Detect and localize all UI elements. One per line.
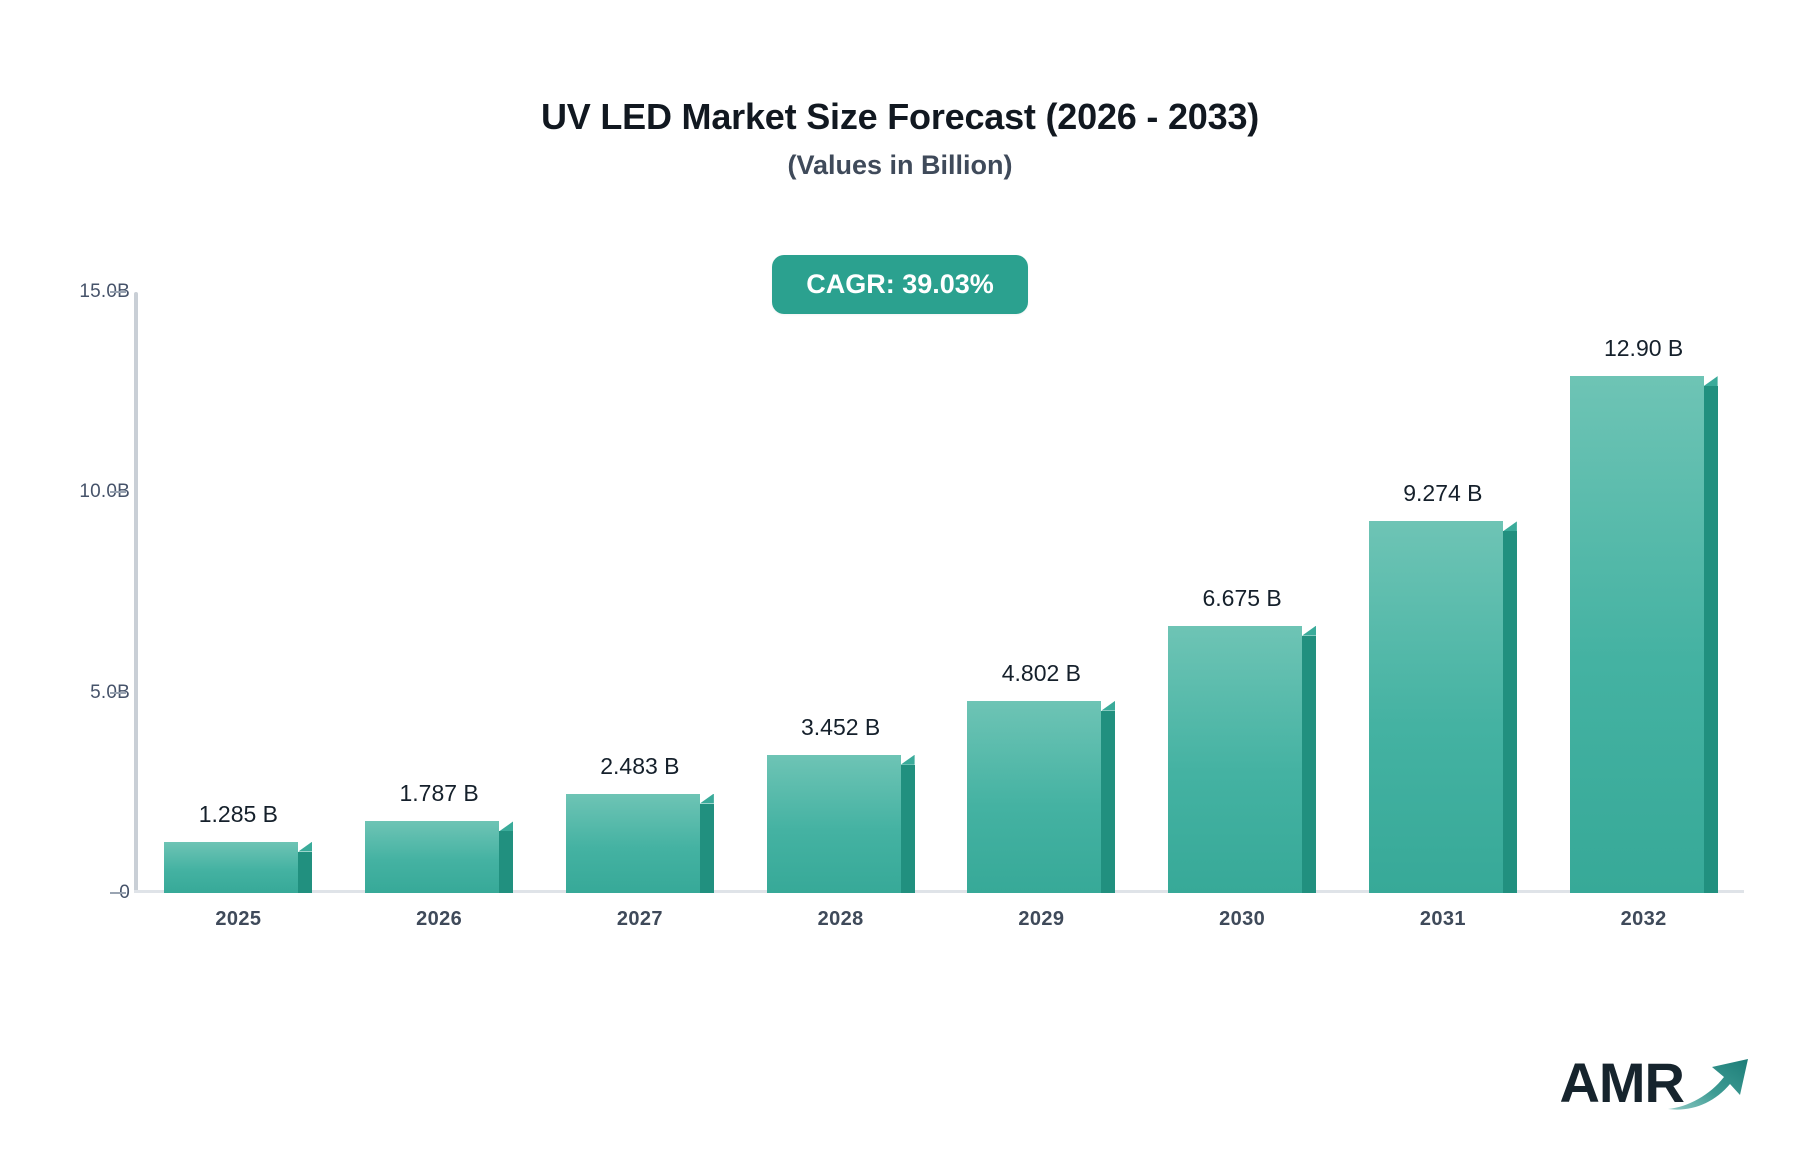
bar-slot: 4.802 B — [941, 292, 1142, 893]
x-axis-tick-label: 2026 — [416, 908, 463, 930]
bar-top-face — [1502, 521, 1517, 532]
bar-item[interactable]: 9.274 B — [1368, 480, 1517, 893]
bar-value-label: 1.285 B — [198, 800, 279, 827]
bar-front-face — [766, 754, 901, 893]
bar-side-face — [1302, 635, 1317, 893]
x-axis-tick-label: 2032 — [1620, 908, 1667, 930]
bar-front-face — [967, 700, 1102, 893]
bar-value-label: 12.90 B — [1603, 335, 1684, 362]
x-axis-tick-label: 2031 — [1419, 908, 1466, 930]
bar-front-face — [365, 821, 500, 893]
bar-top-face — [1703, 376, 1718, 387]
chart-subtitle: (Values in Billion) — [787, 150, 1013, 181]
bar-item[interactable]: 6.675 B — [1168, 585, 1317, 893]
bar-slot: 9.274 B — [1343, 292, 1544, 893]
bar-slot: 12.90 B — [1543, 292, 1744, 893]
bar-top-face — [499, 821, 514, 832]
bar-slot: 3.452 B — [740, 292, 941, 893]
bar-top-face — [1101, 700, 1116, 711]
growth-arrow-icon — [1666, 1053, 1752, 1120]
bar-item[interactable]: 1.285 B — [164, 801, 313, 893]
y-axis-tick-mark — [110, 291, 126, 293]
x-axis-tick-label: 2027 — [616, 908, 663, 930]
status-badge: CAGR: 39.03% — [772, 255, 1028, 314]
bar-slot: 2.483 B — [540, 292, 741, 893]
bar-shape — [1569, 376, 1718, 893]
y-axis-line — [134, 292, 138, 893]
bar-side-face — [699, 803, 714, 893]
bar-series: 1.285 B 1.787 B 2.483 B 3.452 B 4.802 B 6.675… — [138, 292, 1744, 893]
bar-top-face — [699, 793, 714, 804]
x-axis-line — [134, 890, 1744, 893]
bar-shape — [565, 793, 714, 893]
bar-slot: 6.675 B — [1142, 292, 1343, 893]
bar-item[interactable]: 4.802 B — [967, 660, 1116, 893]
x-axis-tick-label: 2030 — [1219, 908, 1266, 930]
bar-value-label: 4.802 B — [1001, 659, 1082, 686]
x-axis-tick-label: 2028 — [817, 908, 864, 930]
y-axis-tick-label: 15.0B — [79, 281, 130, 302]
bar-value-label: 3.452 B — [800, 713, 881, 740]
bar-side-face — [499, 831, 514, 893]
bar-top-face — [900, 754, 915, 765]
bar-value-label: 2.483 B — [600, 752, 680, 779]
y-axis-tick-mark — [110, 691, 126, 694]
x-axis-labels: 2025 2026 2027 2028 2029 2030 2031 2032 — [138, 908, 1744, 931]
bar-side-face — [1502, 531, 1517, 893]
bar-top-face — [298, 841, 313, 852]
bar-front-face — [1569, 376, 1704, 893]
y-axis-tick-mark — [110, 491, 126, 494]
y-axis-tick-label: 5.0B — [90, 681, 130, 703]
page-title: UV LED Market Size Forecast (2026 - 2033… — [540, 96, 1260, 137]
bar-item[interactable]: 12.90 B — [1569, 335, 1718, 893]
bar-shape — [1168, 625, 1317, 893]
bar-side-face — [1703, 386, 1718, 893]
bar-top-face — [1302, 625, 1317, 636]
bar-front-face — [1168, 625, 1303, 893]
bar-shape — [365, 821, 514, 893]
y-axis-tick-label: 10.0B — [79, 481, 130, 503]
bar-side-face — [900, 764, 915, 893]
bar-front-face — [164, 841, 299, 893]
bar-shape — [967, 700, 1116, 893]
bar-value-label: 6.675 B — [1202, 584, 1282, 611]
y-axis-tick-mark — [110, 892, 126, 894]
bar-front-face — [565, 793, 700, 893]
bar-slot: 1.285 B — [138, 292, 339, 893]
bar-item[interactable]: 1.787 B — [365, 780, 514, 893]
bar-slot: 1.787 B — [339, 292, 540, 893]
chart-header: UV LED Market Size Forecast (2026 - 2033… — [0, 96, 1800, 182]
bar-shape — [164, 841, 313, 893]
bar-value-label: 9.274 B — [1403, 480, 1483, 507]
cagr-badge-container: CAGR: 39.03% — [0, 255, 1800, 314]
bar-side-face — [1101, 710, 1116, 893]
bar-front-face — [1368, 521, 1503, 893]
bar-side-face — [298, 851, 313, 893]
bar-item[interactable]: 3.452 B — [766, 714, 915, 893]
amr-logo: AMR — [1559, 1048, 1752, 1118]
logo-text: AMR — [1559, 1051, 1685, 1114]
x-axis-tick-label: 2029 — [1018, 908, 1065, 930]
bar-shape — [766, 754, 915, 893]
bar-shape — [1368, 521, 1517, 893]
bar-item[interactable]: 2.483 B — [565, 753, 714, 893]
x-axis-tick-label: 2025 — [215, 908, 262, 930]
bar-value-label: 1.787 B — [399, 780, 479, 807]
